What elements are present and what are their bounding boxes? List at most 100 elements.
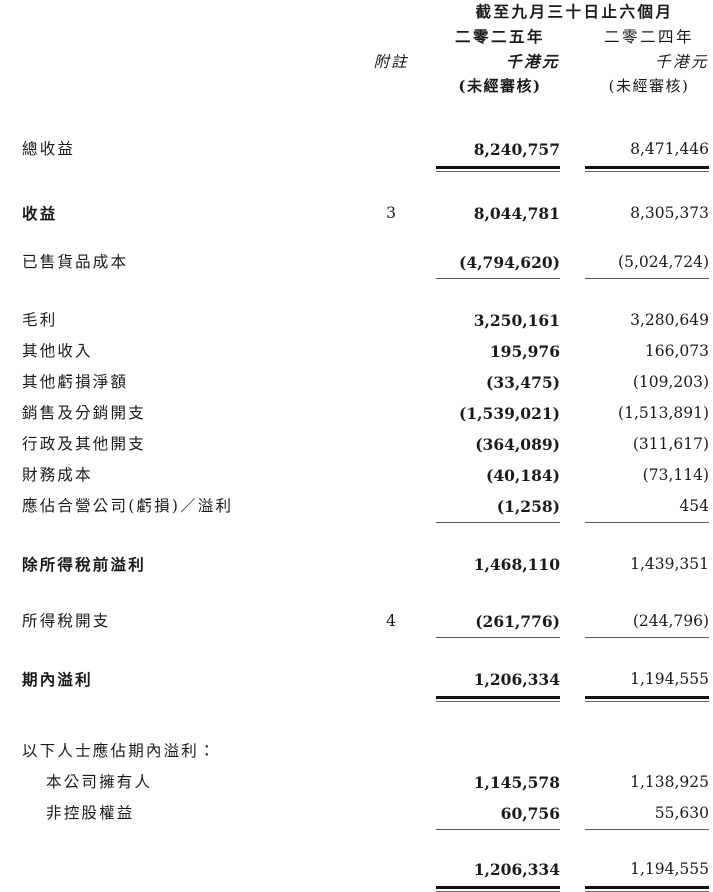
rule-single-share-of-joint-ventures [0,522,713,523]
row-note-administrative-and-other-expenses [352,429,430,460]
double-rule-current [436,886,560,892]
row-value-current-revenue: 8,044,781 [473,204,560,223]
rule-double-total-revenue [0,165,713,172]
row-label-cost-of-goods-sold: 已售貨品成本 [22,253,129,271]
double-rule-prior [585,166,710,172]
row-value-current-administrative-and-other-expenses: (364,089) [475,435,560,454]
double-rule-prior [585,696,710,702]
double-rule-prior [585,886,710,892]
row-value-prior-administrative-and-other-expenses: (311,617) [632,435,710,453]
row-note-gross-profit [352,305,430,336]
table-row: 收益 3 8,044,781 8,305,373 [0,198,713,229]
row-value-current-other-income: 195,976 [489,342,560,361]
spacer [0,172,713,198]
row-note-finance-costs [352,460,430,491]
double-rule-current [436,696,560,702]
income-statement-page: 截至九月三十日止六個月 二零二五年 二零二四年 附註 千港元 千港元 (未經審核… [22,2,710,892]
single-rule-current [436,637,560,638]
row-label-non-controlling-interests: 非控股權益 [46,804,135,822]
table-row: 已售貨品成本 (4,794,620) (5,024,724) [0,247,713,278]
row-note-other-net-losses [352,367,430,398]
row-value-prior-total-revenue: 8,471,446 [630,140,710,158]
header-year-current: 二零二五年 [454,27,545,46]
row-value-current-total-revenue: 8,240,757 [473,140,560,159]
row-value-current-selling-and-distribution-expenses: (1,539,021) [459,404,560,423]
row-value-current-finance-costs: (40,184) [486,466,560,485]
header-period-row: 截至九月三十日止六個月 [0,0,713,25]
row-note-profit-for-the-period [352,664,430,695]
table-row: 其他收入 195,976 166,073 [0,336,713,367]
row-value-prior-finance-costs: (73,114) [642,466,710,484]
rule-double-profit-for-the-period [0,695,713,702]
row-value-current-cost-of-goods-sold: (4,794,620) [459,253,560,272]
row-value-prior-cost-of-goods-sold: (5,024,724) [618,253,710,271]
single-rule-prior [585,637,710,638]
header-year-row: 二零二五年 二零二四年 [0,25,713,50]
row-label-owners-of-the-company: 本公司擁有人 [46,773,153,791]
row-note-selling-and-distribution-expenses [352,398,430,429]
row-label-profit-before-income-tax: 除所得稅前溢利 [22,555,146,574]
row-value-current-profit-before-income-tax: 1,468,110 [473,555,560,574]
table-row: 所得稅開支 4 (261,776) (244,796) [0,606,713,637]
spacer [0,279,713,305]
row-value-prior-total-attributable: 1,194,555 [630,860,710,878]
row-label-share-of-joint-ventures: 應佔合營公司(虧損)／溢利 [22,497,234,515]
row-note-share-of-joint-ventures [352,491,430,522]
row-label-administrative-and-other-expenses: 行政及其他開支 [22,435,146,453]
header-audit-current: (未經審核) [458,77,542,95]
single-rule-current [436,278,560,279]
table-row: 應佔合營公司(虧損)／溢利 (1,258) 454 [0,491,713,522]
table-row: 除所得稅前溢利 1,468,110 1,439,351 [0,549,713,580]
row-note-income-tax-expense: 4 [386,612,396,630]
row-value-current-total-attributable: 1,206,334 [473,860,560,879]
row-value-current-profit-for-the-period: 1,206,334 [473,670,560,689]
spacer [0,702,713,736]
row-value-current-non-controlling-interests: 60,756 [500,804,560,823]
row-label-other-income: 其他收入 [22,342,93,360]
row-value-current-share-of-joint-ventures: (1,258) [496,497,560,516]
row-value-prior-share-of-joint-ventures: 454 [679,497,710,515]
header-unit-current: 千港元 [505,52,560,71]
table-row: 總收益 8,240,757 8,471,446 [0,134,713,165]
row-note-total-attributable [352,856,430,885]
single-rule-prior [585,278,710,279]
row-value-prior-selling-and-distribution-expenses: (1,513,891) [618,404,710,422]
row-note-non-controlling-interests [352,798,430,829]
table-row: 行政及其他開支 (364,089) (311,617) [0,429,713,460]
table-row: 其他虧損淨額 (33,475) (109,203) [0,367,713,398]
header-note-label: 附註 [373,53,409,71]
spacer [0,580,713,606]
row-label-profit-for-the-period: 期內溢利 [22,670,93,689]
row-value-current-income-tax-expense: (261,776) [475,612,560,631]
spacer [0,523,713,549]
row-label-income-tax-expense: 所得稅開支 [22,612,111,630]
row-note-profit-before-income-tax [352,549,430,580]
row-note-revenue: 3 [386,204,396,222]
header-audit-prior: (未經審核) [608,77,690,95]
row-value-prior-other-net-losses: (109,203) [632,373,710,391]
row-value-current-gross-profit: 3,250,161 [473,311,560,330]
row-value-prior-profit-for-the-period: 1,194,555 [630,670,710,688]
row-note-total-revenue [352,134,430,165]
row-label-finance-costs: 財務成本 [22,466,93,484]
row-value-prior-other-income: 166,073 [644,342,710,360]
rule-single-income-tax-expense [0,637,713,638]
header-unit-prior: 千港元 [655,53,710,71]
table-row: 銷售及分銷開支 (1,539,021) (1,513,891) [0,398,713,429]
table-row: 財務成本 (40,184) (73,114) [0,460,713,491]
row-value-prior-profit-before-income-tax: 1,439,351 [630,555,710,573]
row-value-prior-income-tax-expense: (244,796) [632,612,710,630]
row-note-cost-of-goods-sold [352,247,430,278]
table-row: 非控股權益 60,756 55,630 [0,798,713,829]
header-period-title: 截至九月三十日止六個月 [475,2,674,21]
single-rule-prior [585,522,710,523]
spacer-after-header [0,100,713,134]
row-label-selling-and-distribution-expenses: 銷售及分銷開支 [22,404,146,422]
row-label-total-attributable [0,856,352,885]
single-rule-current [436,522,560,523]
spacer [0,830,713,856]
table-row: 期內溢利 1,206,334 1,194,555 [0,664,713,695]
row-value-prior-attributable-to-heading [585,736,713,767]
header-unit-row: 附註 千港元 千港元 [0,50,713,75]
